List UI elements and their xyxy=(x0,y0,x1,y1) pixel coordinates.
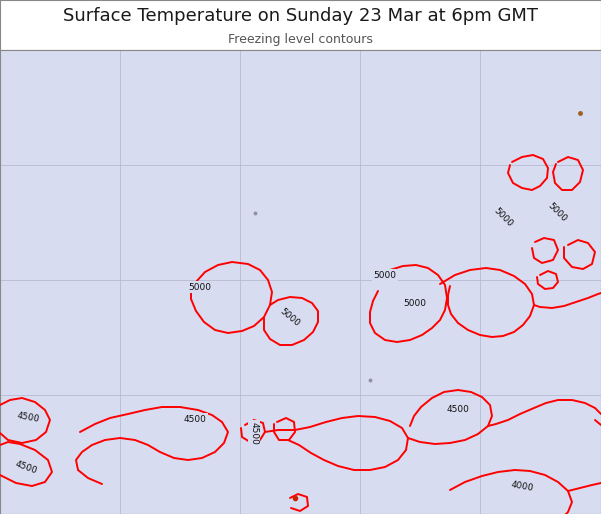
Text: 5000: 5000 xyxy=(546,200,569,223)
Text: 4500: 4500 xyxy=(183,414,206,424)
Text: 5000: 5000 xyxy=(189,283,212,291)
Text: 4500: 4500 xyxy=(249,421,258,445)
Text: Freezing level contours: Freezing level contours xyxy=(228,32,373,46)
Text: 4500: 4500 xyxy=(16,412,40,425)
Text: 4500: 4500 xyxy=(14,460,38,476)
Text: 5000: 5000 xyxy=(278,306,302,328)
Text: 5000: 5000 xyxy=(492,206,514,228)
Text: 4000: 4000 xyxy=(510,481,534,493)
Text: 5000: 5000 xyxy=(403,300,427,308)
Text: 5000: 5000 xyxy=(373,270,397,280)
Text: 4500: 4500 xyxy=(447,406,469,414)
Text: Surface Temperature on Sunday 23 Mar at 6pm GMT: Surface Temperature on Sunday 23 Mar at … xyxy=(63,7,538,25)
